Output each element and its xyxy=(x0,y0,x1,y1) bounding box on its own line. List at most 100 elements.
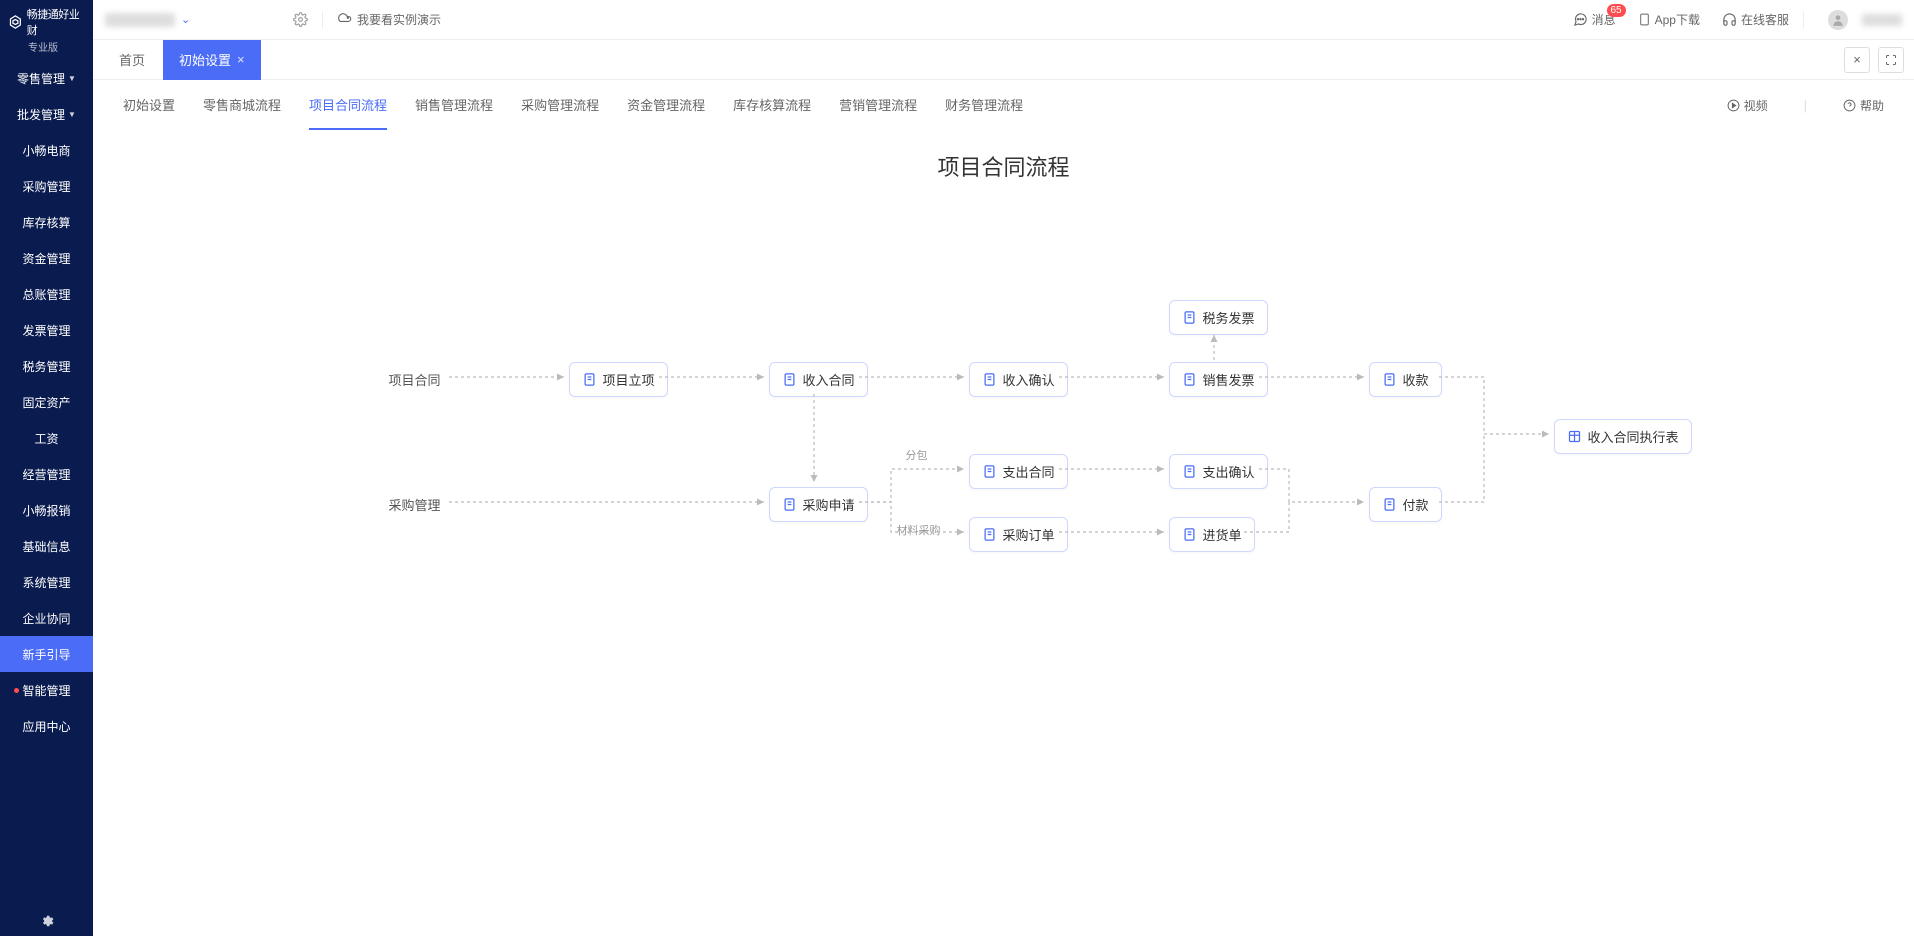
subtab-inventory-flow[interactable]: 库存核算流程 xyxy=(733,81,811,130)
sidebar-item-reimburse[interactable]: 小畅报销 xyxy=(0,492,93,528)
play-icon xyxy=(1727,99,1740,112)
sidebar-item-invoice[interactable]: 发票管理 xyxy=(0,312,93,348)
sidebar-item-tax[interactable]: 税务管理 xyxy=(0,348,93,384)
document-icon xyxy=(782,372,797,387)
node-income-exec[interactable]: 收入合同执行表 xyxy=(1554,419,1692,454)
node-goods-in[interactable]: 进货单 xyxy=(1169,517,1255,552)
sidebar-item-collab[interactable]: 企业协同 xyxy=(0,600,93,636)
messages-button[interactable]: 消息 65 xyxy=(1573,11,1616,28)
divider: | xyxy=(1804,98,1807,113)
tab-home[interactable]: 首页 xyxy=(103,40,161,80)
document-icon xyxy=(1182,464,1197,479)
sidebar-item-operations[interactable]: 经营管理 xyxy=(0,456,93,492)
phone-icon xyxy=(1638,12,1651,27)
divider xyxy=(322,11,323,29)
node-purchase-order[interactable]: 采购订单 xyxy=(969,517,1068,552)
node-expense-contract[interactable]: 支出合同 xyxy=(969,454,1068,489)
app-download-button[interactable]: App下载 xyxy=(1638,11,1700,28)
sidebar-item-ecommerce[interactable]: 小畅电商 xyxy=(0,132,93,168)
flowchart-edges xyxy=(279,222,1729,622)
logo-icon xyxy=(8,14,23,30)
node-income-contract[interactable]: 收入合同 xyxy=(769,362,868,397)
demo-link[interactable]: 我要看实例演示 xyxy=(337,11,441,28)
logo-brand: 畅捷通好业财 xyxy=(27,6,85,38)
document-icon xyxy=(982,464,997,479)
sidebar-item-funds[interactable]: 资金管理 xyxy=(0,240,93,276)
divider xyxy=(1803,11,1804,29)
subtab-project-contract-flow[interactable]: 项目合同流程 xyxy=(309,81,387,130)
user-name-blurred xyxy=(1862,14,1902,26)
org-selector[interactable]: ⌄ xyxy=(105,13,285,27)
flowchart-canvas: 项目合同流程 项目合同 采购管理 分包 材料采购 项目立项 收入合同 xyxy=(93,130,1914,936)
sidebar-item-salary[interactable]: 工资 xyxy=(0,420,93,456)
sidebar-item-retail[interactable]: 零售管理▼ xyxy=(0,60,93,96)
sidebar-item-ai[interactable]: 智能管理 xyxy=(0,672,93,708)
user-avatar[interactable] xyxy=(1828,10,1848,30)
node-purchase-request[interactable]: 采购申请 xyxy=(769,487,868,522)
help-link[interactable]: 帮助 xyxy=(1843,97,1884,114)
node-payment[interactable]: 付款 xyxy=(1369,487,1442,522)
cloud-icon xyxy=(337,12,352,27)
sidebar-item-wholesale[interactable]: 批发管理▼ xyxy=(0,96,93,132)
document-icon xyxy=(1382,372,1397,387)
sidebar: 畅捷通好业财 专业版 零售管理▼ 批发管理▼ 小畅电商 采购管理 库存核算 资金… xyxy=(0,0,93,936)
close-icon[interactable]: × xyxy=(237,52,245,67)
table-icon xyxy=(1567,429,1582,444)
sidebar-item-system[interactable]: 系统管理 xyxy=(0,564,93,600)
node-project-init[interactable]: 项目立项 xyxy=(569,362,668,397)
document-icon xyxy=(582,372,597,387)
notification-dot-icon xyxy=(14,688,19,693)
sidebar-item-appcenter[interactable]: 应用中心 xyxy=(0,708,93,744)
sidebar-item-basicinfo[interactable]: 基础信息 xyxy=(0,528,93,564)
expand-icon xyxy=(1885,54,1897,66)
document-icon xyxy=(1382,497,1397,512)
chevron-down-icon: ⌄ xyxy=(181,13,190,26)
edge-label-subcontract: 分包 xyxy=(906,447,928,463)
person-icon xyxy=(1831,13,1845,27)
message-icon xyxy=(1573,12,1588,27)
subtab-purchase-flow[interactable]: 采购管理流程 xyxy=(521,81,599,130)
subtab-retail-flow[interactable]: 零售商城流程 xyxy=(203,81,281,130)
sidebar-item-inventory[interactable]: 库存核算 xyxy=(0,204,93,240)
help-icon xyxy=(1843,99,1856,112)
tab-close-all-button[interactable]: × xyxy=(1844,47,1870,73)
sub-tabs: 初始设置 零售商城流程 项目合同流程 销售管理流程 采购管理流程 资金管理流程 … xyxy=(93,80,1914,130)
sidebar-item-guide[interactable]: 新手引导 xyxy=(0,636,93,672)
section-label-purchase-mgmt: 采购管理 xyxy=(389,495,441,514)
sidebar-menu: 零售管理▼ 批发管理▼ 小畅电商 采购管理 库存核算 资金管理 总账管理 发票管… xyxy=(0,60,93,906)
subtab-marketing-flow[interactable]: 营销管理流程 xyxy=(839,81,917,130)
page-tabs: 首页 初始设置 × × xyxy=(93,40,1914,80)
headset-icon xyxy=(1722,12,1737,27)
subtab-sales-flow[interactable]: 销售管理流程 xyxy=(415,81,493,130)
sidebar-item-ledger[interactable]: 总账管理 xyxy=(0,276,93,312)
node-receipt[interactable]: 收款 xyxy=(1369,362,1442,397)
document-icon xyxy=(982,527,997,542)
section-label-project-contract: 项目合同 xyxy=(389,370,441,389)
sidebar-item-assets[interactable]: 固定资产 xyxy=(0,384,93,420)
node-expense-confirm[interactable]: 支出确认 xyxy=(1169,454,1268,489)
messages-badge: 65 xyxy=(1607,4,1626,17)
document-icon xyxy=(1182,310,1197,325)
edge-label-material-purchase: 材料采购 xyxy=(897,522,941,538)
node-income-confirm[interactable]: 收入确认 xyxy=(969,362,1068,397)
tab-init-settings[interactable]: 初始设置 × xyxy=(163,40,261,80)
node-tax-invoice[interactable]: 税务发票 xyxy=(1169,300,1268,335)
top-header: ⌄ 我要看实例演示 消息 65 App下载 在线客服 xyxy=(93,0,1914,40)
node-sales-invoice[interactable]: 销售发票 xyxy=(1169,362,1268,397)
subtab-init[interactable]: 初始设置 xyxy=(123,81,175,130)
sidebar-item-purchase[interactable]: 采购管理 xyxy=(0,168,93,204)
fullscreen-button[interactable] xyxy=(1878,47,1904,73)
subtab-funds-flow[interactable]: 资金管理流程 xyxy=(627,81,705,130)
chevron-down-icon: ▼ xyxy=(68,110,76,119)
settings-icon[interactable] xyxy=(40,914,54,928)
logo-edition: 专业版 xyxy=(28,39,85,54)
document-icon xyxy=(782,497,797,512)
chevron-down-icon: ▼ xyxy=(68,74,76,83)
logo: 畅捷通好业财 专业版 xyxy=(0,0,93,60)
video-link[interactable]: 视频 xyxy=(1727,97,1768,114)
document-icon xyxy=(1182,527,1197,542)
subtab-finance-flow[interactable]: 财务管理流程 xyxy=(945,81,1023,130)
canvas-title: 项目合同流程 xyxy=(93,150,1914,182)
support-button[interactable]: 在线客服 xyxy=(1722,11,1789,28)
header-settings-icon[interactable] xyxy=(293,12,308,27)
